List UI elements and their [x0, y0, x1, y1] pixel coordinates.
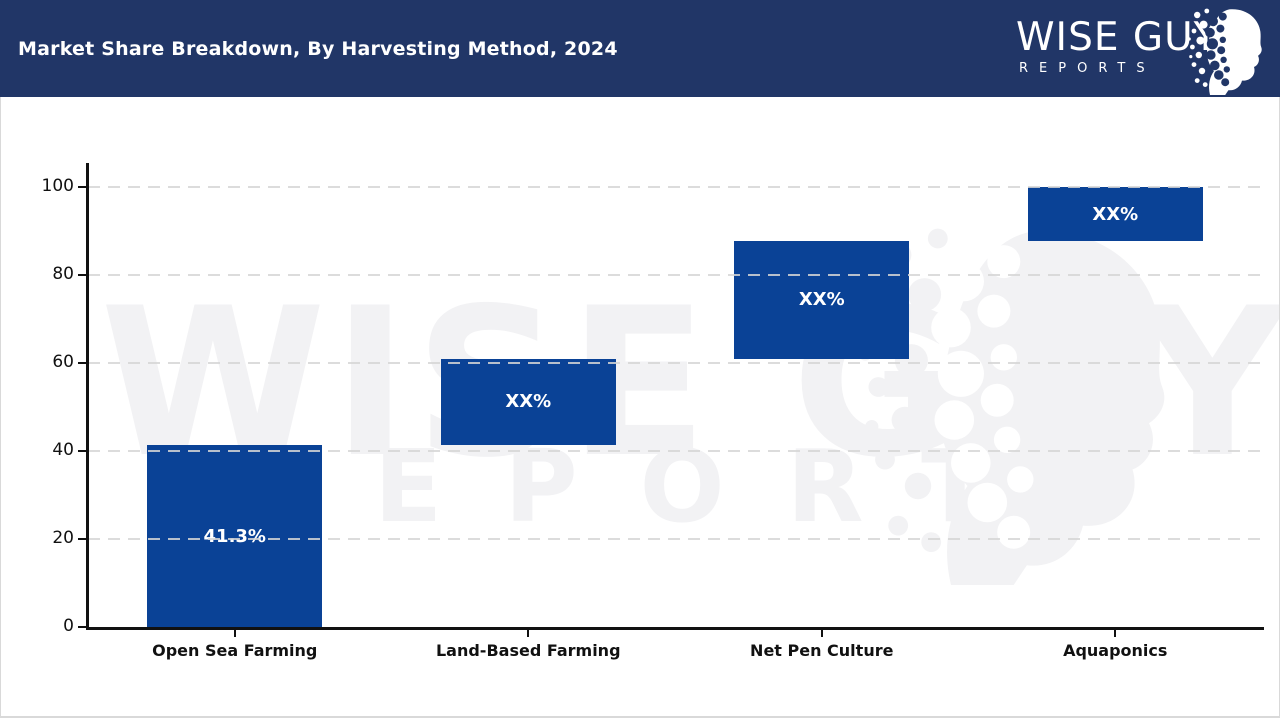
logo-text: WISE GUY REPORTS: [1016, 18, 1218, 76]
gridline: [88, 450, 1262, 452]
page-title: Market Share Breakdown, By Harvesting Me…: [18, 37, 618, 60]
x-category-label: Land-Based Farming: [435, 641, 621, 660]
bar: 41.3%: [147, 445, 323, 627]
chart-area: WISE GUY REPORTS 0 20 40 60 80 100 41.3% Open S…: [0, 97, 1280, 717]
bottom-divider: [0, 716, 1280, 718]
bar-label: 41.3%: [203, 525, 266, 547]
bar: XX%: [734, 241, 910, 359]
y-tick-mark: [78, 538, 86, 540]
bar: XX%: [440, 358, 616, 446]
bar-label: XX%: [505, 391, 552, 413]
logo-subtext: REPORTS: [1019, 61, 1156, 76]
plot-area: 0 20 40 60 80 100 41.3% Open Sea Farming XX% Land…: [0, 97, 1280, 717]
y-tick-mark: [78, 362, 86, 364]
brand-logo: WISE GUY REPORTS: [1016, 5, 1266, 95]
bar-label: XX%: [798, 289, 845, 311]
x-axis: [86, 627, 1264, 630]
x-category-label: Aquaponics: [1063, 641, 1168, 660]
gridline: [88, 538, 1262, 540]
y-tick-label: 60: [52, 352, 74, 372]
gridline: [88, 274, 1262, 276]
x-category-label: Net Pen Culture: [750, 641, 894, 660]
x-tick-mark: [527, 629, 530, 637]
y-tick-label: 0: [63, 616, 74, 636]
y-axis: [86, 163, 89, 629]
y-tick-label: 20: [52, 528, 74, 548]
y-tick-mark: [78, 186, 86, 188]
x-tick-mark: [1114, 629, 1117, 637]
x-tick-mark: [820, 629, 823, 637]
x-tick-mark: [233, 629, 236, 637]
watermark-head-icon: [852, 222, 1182, 589]
y-tick-label: 100: [41, 176, 74, 196]
header-bar: Market Share Breakdown, By Harvesting Me…: [0, 0, 1280, 97]
bar: XX%: [1027, 187, 1203, 242]
y-tick-label: 80: [52, 264, 74, 284]
y-tick-mark: [78, 450, 86, 452]
logo-head-icon: [1186, 7, 1266, 99]
left-border: [0, 97, 1, 717]
gridline: [88, 186, 1262, 188]
logo-wordmark: WISE GUY: [1016, 15, 1219, 60]
y-tick-mark: [78, 626, 86, 628]
y-tick-mark: [78, 274, 86, 276]
y-tick-label: 40: [52, 440, 74, 460]
x-category-label: Open Sea Farming: [152, 641, 318, 660]
gridline: [88, 362, 1262, 364]
bar-label: XX%: [1092, 203, 1139, 225]
